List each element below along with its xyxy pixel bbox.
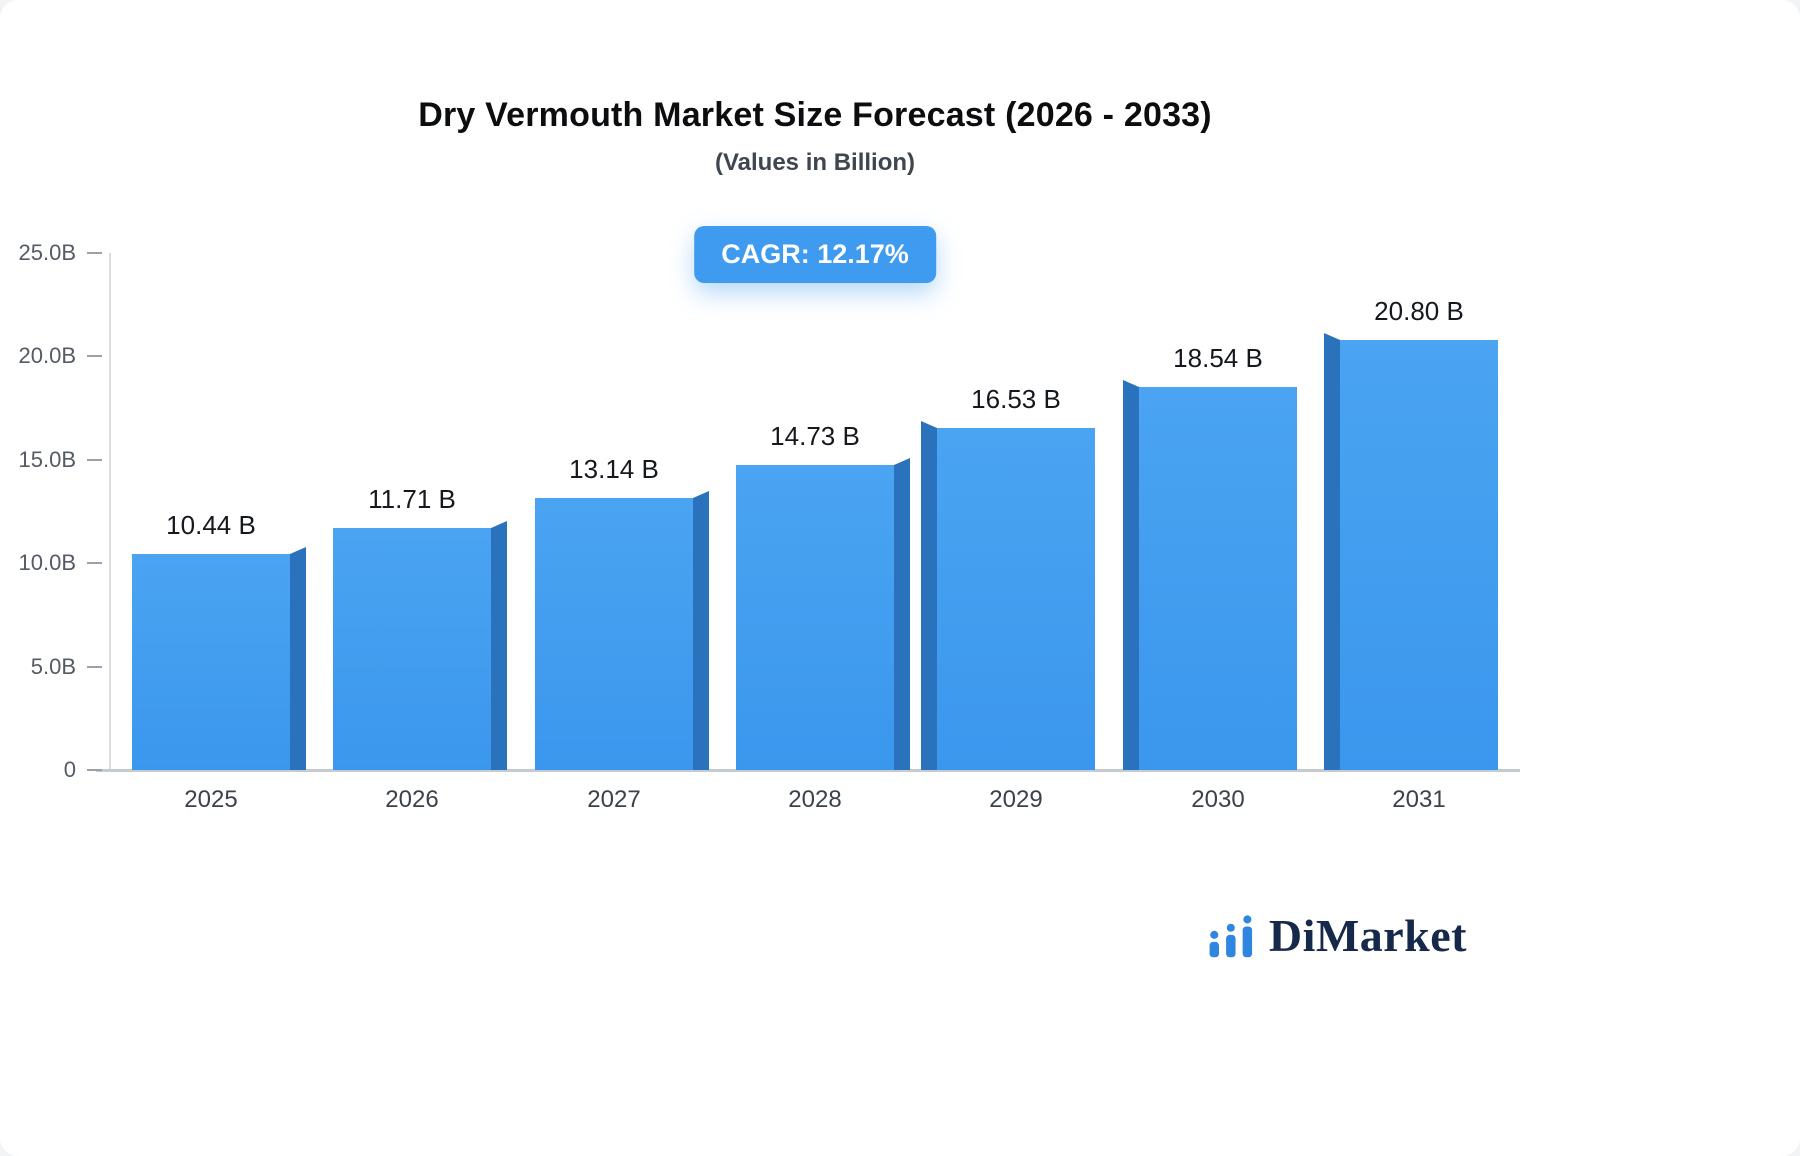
dimarket-logo-text: DiMarket [1268,910,1467,961]
x-axis-label-2027: 2027 [587,786,641,813]
y-axis-tick [87,562,102,564]
cagr-badge: CAGR: 12.17% [694,226,936,283]
chart-title: Dry Vermouth Market Size Forecast (2026 … [418,96,1212,134]
y-axis: 0 5.0B 10.0B 15.0B 20.0B 25.0B [0,240,110,782]
chart-header: Dry Vermouth Market Size Forecast (2026 … [0,0,1630,177]
bar-side-shading [1123,380,1139,770]
bar-2028: 14.73 B [736,421,910,770]
bar-side-shading [1324,333,1340,770]
bar-value-label: 20.80 B [1374,296,1464,326]
bar-side-shading [894,458,910,770]
x-axis-label-2025: 2025 [184,786,238,813]
bar-value-label: 14.73 B [770,421,860,451]
bar-value-label: 16.53 B [971,384,1061,414]
bar-side-shading [491,521,507,770]
y-axis-label: 15.0B [18,447,77,472]
y-axis-tick [87,769,102,771]
x-axis-label-2026: 2026 [385,786,439,813]
cagr-badge-label: CAGR: 12.17% [721,239,909,269]
bar-side-shading [290,547,306,770]
y-axis-label: 25.0B [18,240,77,265]
y-axis-label: 10.0B [18,550,77,575]
x-axis-label-2031: 2031 [1392,786,1446,813]
bar-2026: 11.71 B [333,484,507,770]
y-axis-tick [87,666,102,668]
plot-area: 10.44 B 11.71 B 13.14 B 14.73 B 16.53 B 18.54… [110,253,1520,770]
bar-side-shading [921,421,937,770]
bar-2029: 16.53 B [921,384,1095,770]
bar-2031: 20.80 B [1324,296,1498,770]
x-axis: 2025 2026 2027 2028 2029 2030 2031 [110,786,1520,822]
y-axis-tick [87,355,102,357]
x-axis-label-2030: 2030 [1191,786,1245,813]
y-axis-label: 0 [63,757,76,782]
y-axis-label: 20.0B [18,343,77,368]
x-axis-line [96,769,1520,772]
bar-2027: 13.14 B [535,454,709,770]
x-axis-label-2028: 2028 [788,786,842,813]
dimarket-logo-icon [1209,914,1252,957]
chart-subtitle: (Values in Billion) [714,149,916,176]
x-axis-label-2029: 2029 [989,786,1043,813]
bar-2030: 18.54 B [1123,343,1297,770]
dimarket-logo: DiMarket [1206,909,1467,962]
y-axis-line [109,253,111,770]
bar-value-label: 11.71 B [368,484,456,514]
bar-value-label: 18.54 B [1173,343,1263,373]
y-axis-tick [87,459,102,461]
bar-value-label: 10.44 B [166,510,256,540]
y-axis-label: 5.0B [30,654,76,679]
bar-side-shading [693,491,709,770]
bar-2025: 10.44 B [132,510,306,770]
bar-value-label: 13.14 B [569,454,659,484]
y-axis-tick [87,252,102,254]
